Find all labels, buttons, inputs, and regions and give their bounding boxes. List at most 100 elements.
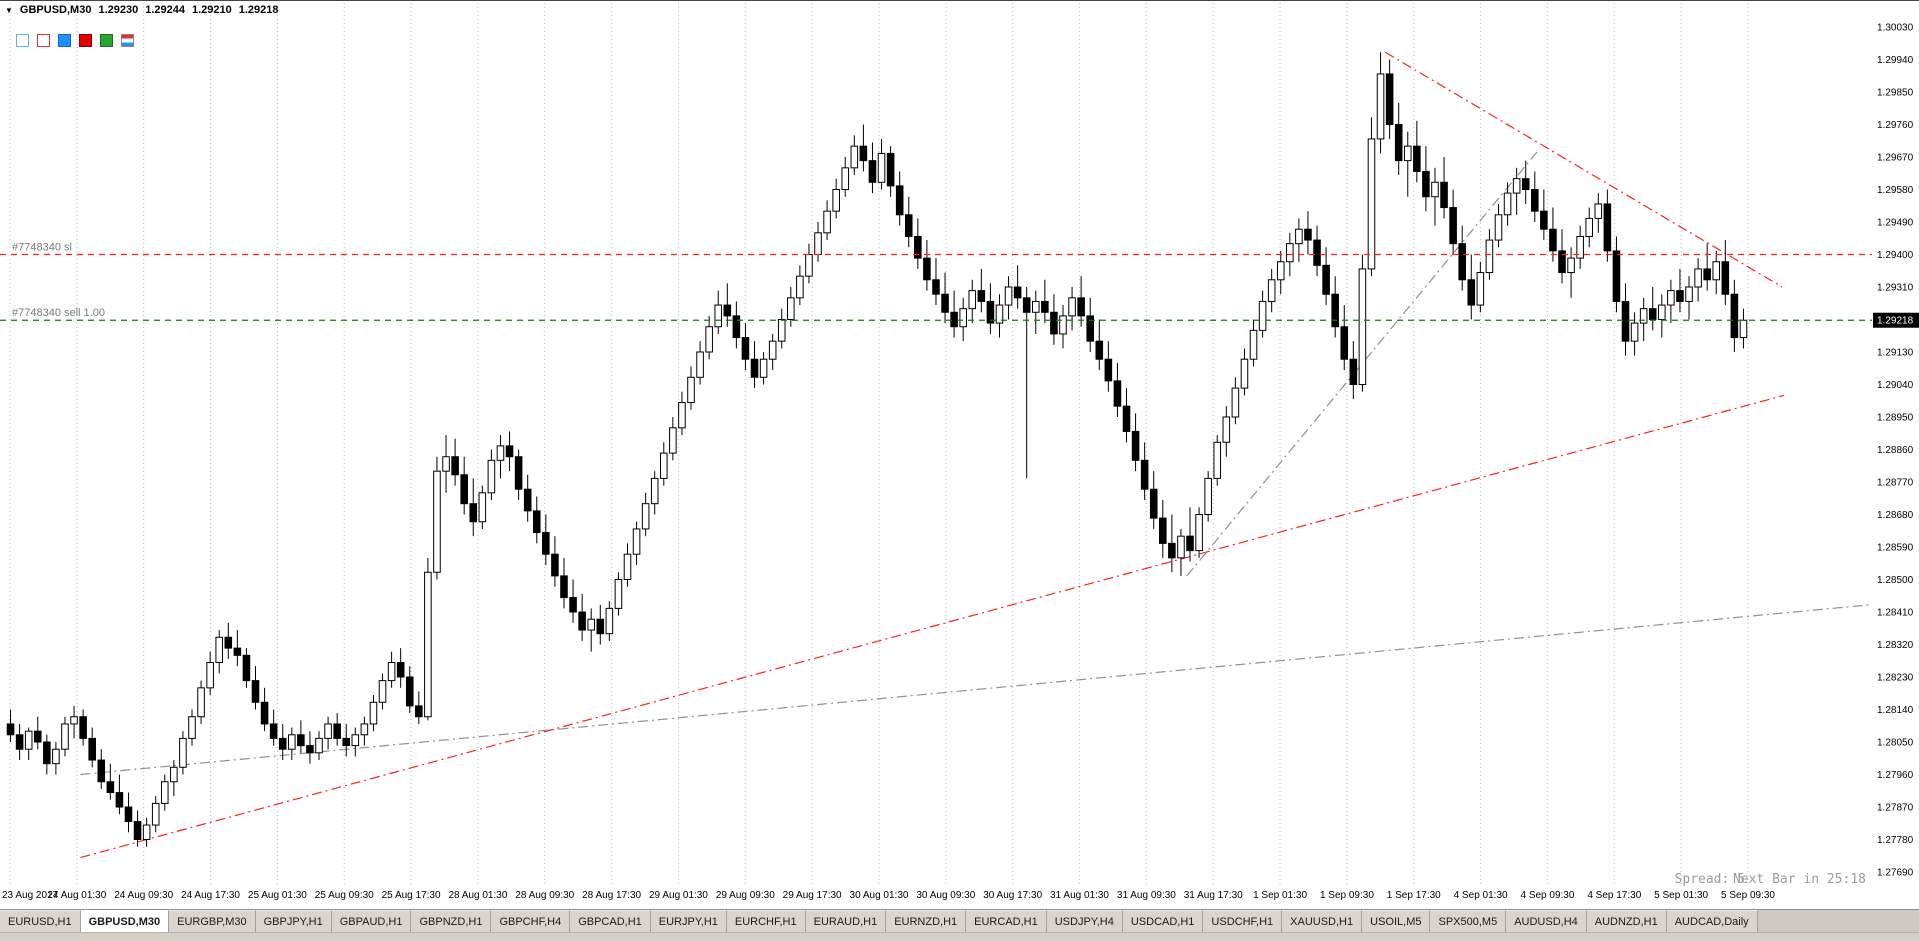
grid-layer [9,3,1749,885]
spread-label: Spread: 5 [1675,872,1745,887]
swatch-outline-blue-icon[interactable] [16,34,29,47]
svg-text:4 Sep 17:30: 4 Sep 17:30 [1587,890,1641,901]
tab-usoil-m5[interactable]: USOIL,M5 [1362,910,1431,932]
svg-text:1.28770: 1.28770 [1877,478,1914,489]
swatch-outline-red-icon[interactable] [37,34,50,47]
stop-loss-line-label: #7748340 sl [12,242,72,254]
svg-text:1 Sep 17:30: 1 Sep 17:30 [1387,890,1441,901]
svg-text:28 Aug 09:30: 28 Aug 09:30 [515,890,574,901]
trendlines-layer[interactable] [80,51,1871,859]
sell-order-line-label: #7748340 sell 1.00 [12,307,105,319]
ascending-gray-steep[interactable] [1186,149,1540,577]
ascending-gray-long[interactable] [80,604,1871,776]
tab-eurgbp-m30[interactable]: EURGBP,M30 [169,910,256,932]
tab-gbpaud-h1[interactable]: GBPAUD,H1 [331,910,412,932]
svg-text:1.28590: 1.28590 [1877,543,1914,554]
svg-text:1 Sep 01:30: 1 Sep 01:30 [1253,890,1307,901]
swatch-blue-icon[interactable] [58,34,71,47]
svg-text:1.29850: 1.29850 [1877,88,1914,99]
svg-text:1.29310: 1.29310 [1877,283,1914,294]
ohlc-close-value: 1.29218 [238,4,279,16]
svg-text:31 Aug 01:30: 31 Aug 01:30 [1050,890,1109,901]
tab-gbpnzd-h1[interactable]: GBPNZD,H1 [411,910,492,932]
svg-text:5 Sep 01:30: 5 Sep 01:30 [1654,890,1708,901]
candles-layer [6,52,1748,847]
tab-eurcad-h1[interactable]: EURCAD,H1 [966,910,1047,932]
svg-text:31 Aug 17:30: 31 Aug 17:30 [1184,890,1243,901]
tab-gbpcad-h1[interactable]: GBPCAD,H1 [570,910,651,932]
svg-text:1.28500: 1.28500 [1877,575,1914,586]
svg-text:1 Sep 09:30: 1 Sep 09:30 [1320,890,1374,901]
chart-tab-bar: EURUSD,H1 GBPUSD,M30 EURGBP,M30 GBPJPY,H1 GB… [0,909,1919,932]
svg-text:1.30030: 1.30030 [1877,23,1914,34]
price-axis[interactable]: 1.30030 1.29940 1.29850 1.29760 1.29670 1.295… [1877,23,1914,879]
tab-eurjpy-h1[interactable]: EURJPY,H1 [650,910,727,932]
svg-text:28 Aug 17:30: 28 Aug 17:30 [582,890,641,901]
swatch-red-icon[interactable] [79,34,92,47]
svg-text:1.28950: 1.28950 [1877,413,1914,424]
chart-canvas[interactable]: #7748340 sl #7748340 sell 1.00 1.30030 1.29… [0,1,1919,909]
current-price-badge: 1.29218 [1873,312,1919,328]
ohlc-high-value: 1.29244 [145,4,185,16]
tab-spx500-m5[interactable]: SPX500,M5 [1430,910,1507,932]
swatch-green-icon[interactable] [100,34,113,47]
svg-text:1.29130: 1.29130 [1877,348,1914,359]
svg-text:1.29490: 1.29490 [1877,218,1914,229]
svg-text:23 Aug 2017: 23 Aug 2017 [2,890,59,901]
svg-text:1.27870: 1.27870 [1877,803,1914,814]
svg-text:1.28410: 1.28410 [1877,608,1914,619]
svg-text:28 Aug 01:30: 28 Aug 01:30 [448,890,507,901]
svg-text:1.29218: 1.29218 [1877,316,1914,327]
tab-usdchf-h1[interactable]: USDCHF,H1 [1203,910,1283,932]
svg-text:24 Aug 09:30: 24 Aug 09:30 [114,890,173,901]
descending-resistance-red[interactable] [1384,51,1783,288]
order-lines-layer[interactable]: #7748340 sl #7748340 sell 1.00 [0,242,1872,321]
svg-text:1.28320: 1.28320 [1877,640,1914,651]
svg-text:25 Aug 09:30: 25 Aug 09:30 [315,890,374,901]
svg-text:24 Aug 17:30: 24 Aug 17:30 [181,890,240,901]
svg-text:1.29400: 1.29400 [1877,250,1914,261]
tab-gbpjpy-h1[interactable]: GBPJPY,H1 [255,910,332,932]
svg-text:1.28680: 1.28680 [1877,510,1914,521]
tab-eurchf-h1[interactable]: EURCHF,H1 [726,910,806,932]
ascending-support-red[interactable] [80,394,1785,859]
tab-usdcad-h1[interactable]: USDCAD,H1 [1122,910,1204,932]
tab-eurusd-h1[interactable]: EURUSD,H1 [0,910,81,932]
tab-gbpchf-h4[interactable]: GBPCHF,H4 [491,910,571,932]
svg-text:24 Aug 01:30: 24 Aug 01:30 [47,890,106,901]
window-resize-strip [0,932,1919,941]
svg-text:25 Aug 17:30: 25 Aug 17:30 [382,890,441,901]
svg-text:31 Aug 09:30: 31 Aug 09:30 [1117,890,1176,901]
svg-text:1.29940: 1.29940 [1877,55,1914,66]
tab-audusd-h4[interactable]: AUDUSD,H4 [1506,910,1587,932]
tab-euraud-h1[interactable]: EURAUD,H1 [805,910,887,932]
swatch-flag-icon[interactable] [121,34,134,47]
svg-text:1.27780: 1.27780 [1877,835,1914,846]
svg-text:1.28050: 1.28050 [1877,738,1914,749]
chart-title-overlay: ▼ GBPUSD,M30 1.29230 1.29244 1.29210 1.2… [5,4,279,16]
svg-text:1.28860: 1.28860 [1877,445,1914,456]
svg-text:29 Aug 01:30: 29 Aug 01:30 [649,890,708,901]
tab-audcad-daily[interactable]: AUDCAD,Daily [1666,910,1758,932]
svg-text:25 Aug 01:30: 25 Aug 01:30 [248,890,307,901]
svg-text:1.27960: 1.27960 [1877,770,1914,781]
svg-text:1.28230: 1.28230 [1877,673,1914,684]
tab-gbpusd-m30[interactable]: GBPUSD,M30 [80,910,170,932]
ohlc-open-value: 1.29230 [98,4,139,16]
tab-xauusd-h1[interactable]: XAUUSD,H1 [1282,910,1363,932]
svg-text:30 Aug 01:30: 30 Aug 01:30 [850,890,909,901]
tab-usdjpy-h4[interactable]: USDJPY,H4 [1046,910,1123,932]
chart-collapse-arrow-icon[interactable]: ▼ [5,5,13,15]
svg-text:4 Sep 09:30: 4 Sep 09:30 [1520,890,1574,901]
svg-text:1.29040: 1.29040 [1877,380,1914,391]
svg-text:29 Aug 17:30: 29 Aug 17:30 [783,890,842,901]
object-color-toolbar [16,34,134,47]
svg-text:1.29760: 1.29760 [1877,120,1914,131]
svg-text:1.27690: 1.27690 [1877,868,1914,879]
tab-audnzd-h1[interactable]: AUDNZD,H1 [1586,910,1667,932]
svg-text:30 Aug 17:30: 30 Aug 17:30 [983,890,1042,901]
tab-eurnzd-h1[interactable]: EURNZD,H1 [886,910,967,932]
svg-text:5 Sep 09:30: 5 Sep 09:30 [1721,890,1775,901]
